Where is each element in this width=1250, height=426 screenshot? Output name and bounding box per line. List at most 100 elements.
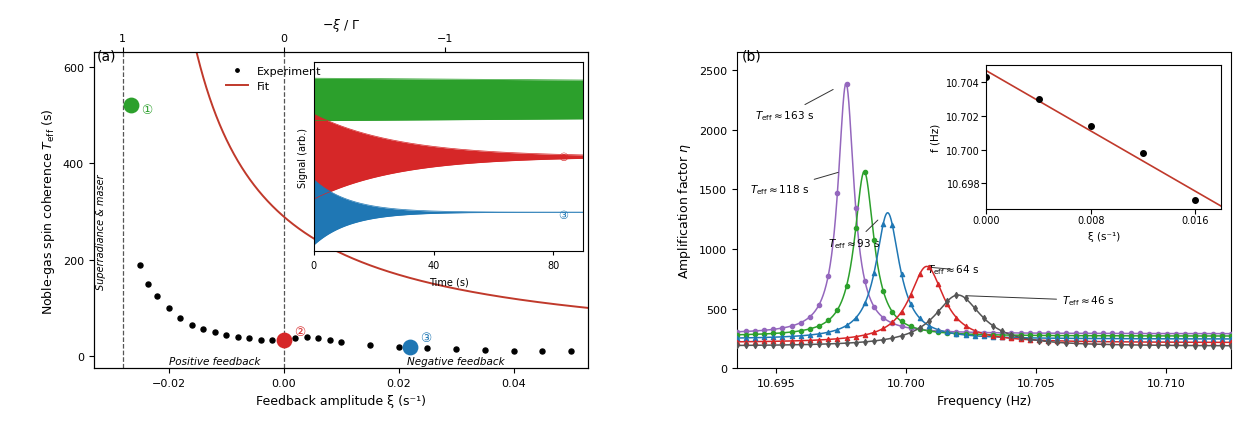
Point (1092, 330, 1112, 337)
Point (745, 338, 765, 345)
Point (819, 341, 839, 348)
Point (836, 82, 856, 89)
Point (360, 342, 380, 348)
Point (1158, 330, 1177, 337)
Point (1202, 343, 1222, 349)
Point (1075, 333, 1095, 340)
Point (1065, 340, 1085, 347)
Point (1139, 339, 1159, 345)
Point (726, 335, 746, 342)
Point (901, 292, 921, 299)
Point (882, 319, 902, 326)
Point (446, 346, 466, 353)
Point (1111, 339, 1131, 345)
Point (1130, 342, 1150, 348)
Point (1139, 336, 1159, 343)
Point (736, 331, 756, 338)
Point (984, 334, 1004, 340)
Point (1166, 333, 1186, 340)
Point (308, 335, 328, 342)
Point (1148, 339, 1168, 346)
Point (791, 337, 811, 344)
Point (800, 325, 820, 332)
Point (836, 283, 856, 290)
Point (274, 337, 294, 344)
Point (901, 325, 921, 332)
Point (228, 334, 248, 341)
Point (139, 281, 159, 288)
Point (809, 331, 829, 337)
Point (1020, 332, 1040, 339)
Point (1185, 336, 1205, 343)
Point (874, 221, 894, 228)
Point (1029, 337, 1049, 344)
Point (1212, 343, 1232, 349)
Point (754, 327, 774, 334)
Text: (a): (a) (96, 49, 116, 63)
Text: $T_{\mathrm{eff}}\approx118$ s: $T_{\mathrm{eff}}\approx118$ s (750, 173, 839, 197)
Point (984, 323, 1004, 330)
Point (1194, 331, 1214, 337)
Point (205, 329, 225, 336)
Point (1075, 330, 1095, 337)
Point (1194, 339, 1214, 346)
Point (1038, 330, 1058, 337)
Point (855, 300, 875, 307)
Point (910, 325, 930, 331)
Point (1048, 330, 1068, 337)
Point (764, 338, 784, 345)
Point (745, 331, 765, 338)
Point (1020, 335, 1040, 342)
Point (772, 325, 792, 331)
Point (1084, 341, 1104, 348)
Point (1175, 339, 1195, 346)
Point (956, 295, 976, 302)
Point (882, 222, 902, 229)
Point (764, 330, 784, 337)
Text: ③: ③ (420, 331, 431, 345)
Point (1029, 337, 1049, 344)
Point (846, 340, 866, 346)
Point (121, 103, 141, 109)
Point (864, 329, 884, 336)
Y-axis label: Amplification factor $\eta$: Amplification factor $\eta$ (676, 143, 694, 279)
Point (250, 337, 270, 343)
Point (919, 318, 939, 325)
Point (1202, 336, 1222, 343)
Point (736, 335, 756, 342)
Point (1029, 330, 1049, 337)
Point (1001, 335, 1021, 342)
Point (1120, 342, 1140, 348)
Point (1020, 330, 1040, 337)
Point (745, 328, 765, 334)
Point (1048, 339, 1068, 346)
Point (726, 342, 746, 349)
Legend: Experiment, Fit: Experiment, Fit (221, 62, 325, 96)
Point (1202, 333, 1222, 340)
Point (1202, 339, 1222, 346)
Point (946, 331, 966, 337)
Point (1092, 341, 1112, 348)
Point (828, 326, 848, 333)
Point (772, 330, 792, 337)
Point (754, 342, 774, 349)
Point (1048, 332, 1068, 339)
Point (389, 343, 409, 350)
Point (956, 332, 976, 339)
Point (148, 293, 168, 300)
Point (1148, 342, 1168, 349)
Point (946, 314, 966, 321)
Point (819, 329, 839, 336)
Point (836, 340, 856, 347)
Point (938, 330, 958, 337)
Point (929, 328, 949, 335)
Point (1102, 333, 1122, 340)
Point (1056, 335, 1076, 342)
Point (938, 328, 958, 335)
Point (919, 328, 939, 334)
Point (1084, 335, 1104, 342)
Point (1185, 331, 1205, 337)
Point (274, 337, 294, 344)
Point (828, 307, 848, 314)
Point (910, 271, 930, 278)
